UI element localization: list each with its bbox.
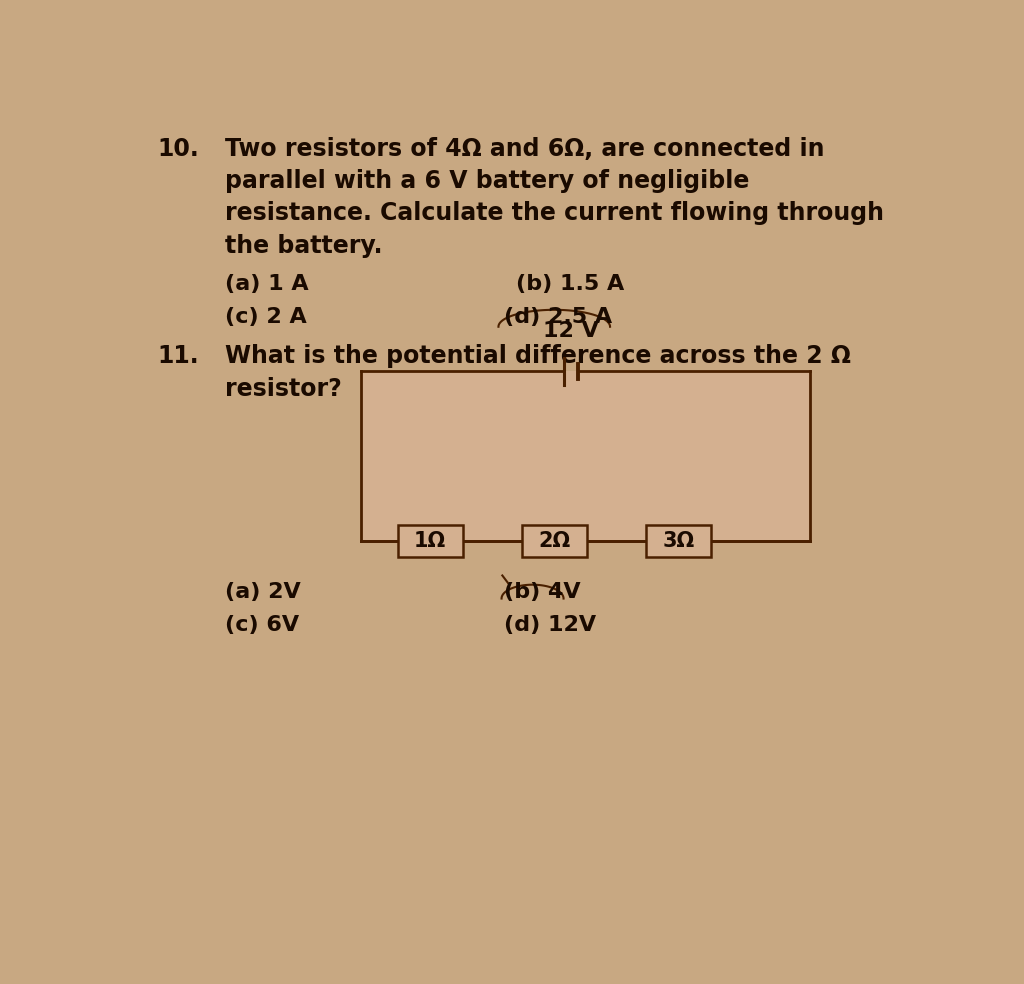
Text: 1Ω: 1Ω (414, 530, 446, 551)
Text: (b) 1.5 A: (b) 1.5 A (515, 274, 624, 293)
Text: What is the potential difference across the 2 Ω: What is the potential difference across … (225, 344, 851, 368)
Text: the battery.: the battery. (225, 233, 382, 258)
Text: (c) 2 A: (c) 2 A (225, 307, 306, 328)
Text: (b) 4V: (b) 4V (504, 582, 581, 601)
Bar (360, 371, 810, 541)
FancyBboxPatch shape (646, 524, 711, 557)
Text: (a) 2V: (a) 2V (225, 582, 301, 601)
Text: 11.: 11. (158, 344, 199, 368)
Text: (d) 12V: (d) 12V (504, 616, 596, 636)
FancyBboxPatch shape (521, 524, 587, 557)
Text: resistance. Calculate the current flowing through: resistance. Calculate the current flowin… (225, 202, 884, 225)
Text: (d) 2.5 A: (d) 2.5 A (504, 307, 612, 328)
Text: Two resistors of 4Ω and 6Ω, are connected in: Two resistors of 4Ω and 6Ω, are connecte… (225, 137, 824, 160)
Text: resistor?: resistor? (225, 377, 342, 400)
Text: 10.: 10. (158, 137, 200, 160)
FancyBboxPatch shape (397, 524, 463, 557)
Text: (c) 6V: (c) 6V (225, 616, 299, 636)
Text: parallel with a 6 V battery of negligible: parallel with a 6 V battery of negligibl… (225, 169, 750, 193)
Text: 12 V: 12 V (543, 321, 598, 340)
Text: 3Ω: 3Ω (663, 530, 694, 551)
Text: 2Ω: 2Ω (539, 530, 570, 551)
Text: (a) 1 A: (a) 1 A (225, 274, 308, 293)
